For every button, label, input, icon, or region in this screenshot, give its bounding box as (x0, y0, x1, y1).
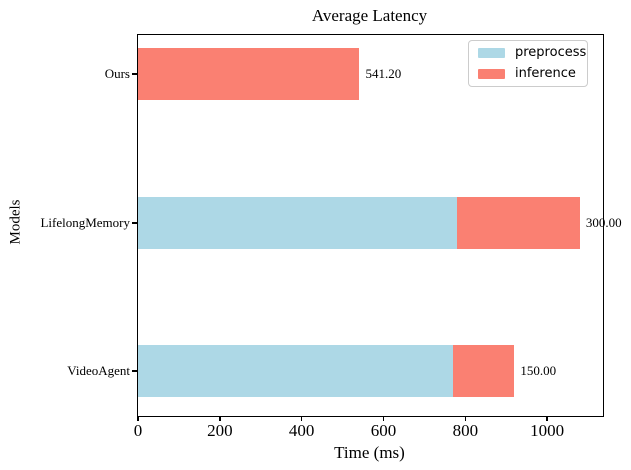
legend-item-preprocess: preprocess (478, 45, 586, 61)
inference-value-label: 300.00 (585, 215, 622, 230)
y-tick-mark (131, 222, 137, 224)
x-tick-mark (382, 416, 385, 421)
legend-label-inference: inference (515, 66, 576, 81)
inference-value-label: 541.20 (365, 66, 402, 81)
x-tick-mark (464, 416, 467, 421)
x-tick-label-0: 0 (133, 421, 143, 440)
legend-item-inference: inference (478, 66, 578, 82)
y-tick-mark (131, 370, 137, 372)
inference-bar-lifelongmemory (457, 197, 580, 249)
inference-value-label: 150.00 (520, 363, 557, 378)
x-tick-label-200: 200 (207, 421, 233, 440)
legend-label-preprocess: preprocess (515, 45, 587, 60)
x-tick-label-800: 800 (452, 421, 479, 440)
preprocess-swatch-icon (478, 48, 505, 58)
inference-bar-videoagent (452, 345, 515, 397)
inference-bar-ours (138, 48, 360, 100)
inference-swatch-icon (478, 69, 505, 79)
category-label-lifelongmemory: LifelongMemory (40, 215, 130, 230)
x-tick-label-400: 400 (288, 421, 315, 440)
preprocess-bar-videoagent (138, 345, 453, 397)
x-tick-mark (546, 416, 548, 421)
x-tick-label-1000: 1000 (530, 421, 565, 440)
x-tick-mark (300, 416, 303, 421)
legend: preprocess inference (468, 40, 588, 87)
chart-title: Average Latency (311, 6, 428, 25)
category-label-ours: Ours (104, 66, 130, 81)
y-tick-mark (131, 73, 137, 75)
x-tick-label-600: 600 (370, 421, 397, 440)
x-tick-mark (137, 416, 139, 421)
x-axis-label: Time (ms) (334, 443, 405, 462)
x-tick-mark (219, 416, 221, 421)
preprocess-bar-lifelongmemory (138, 197, 458, 249)
y-axis-label: Models (7, 199, 24, 245)
category-label-videoagent: VideoAgent (67, 363, 130, 378)
